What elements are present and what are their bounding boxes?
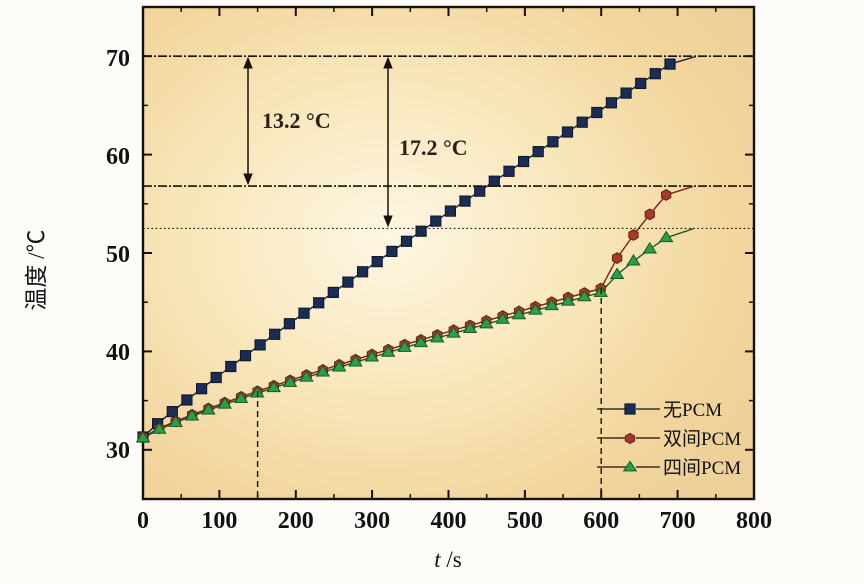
- svg-text:70: 70: [106, 46, 130, 72]
- svg-text:400: 400: [431, 508, 467, 534]
- svg-text:17.2 °C: 17.2 °C: [399, 135, 468, 160]
- svg-text:0: 0: [137, 508, 149, 534]
- svg-text:200: 200: [278, 508, 314, 534]
- svg-text:t /s: t /s: [434, 547, 462, 572]
- svg-text:60: 60: [106, 144, 130, 170]
- svg-text:500: 500: [507, 508, 543, 534]
- svg-text:30: 30: [106, 438, 130, 464]
- svg-text:13.2 °C: 13.2 °C: [262, 108, 331, 133]
- svg-text:温度 /℃: 温度 /℃: [24, 229, 49, 310]
- svg-text:600: 600: [583, 508, 619, 534]
- svg-text:双间PCM: 双间PCM: [663, 428, 741, 450]
- svg-text:40: 40: [106, 340, 130, 366]
- svg-text:四间PCM: 四间PCM: [663, 457, 741, 479]
- svg-text:700: 700: [660, 508, 696, 534]
- svg-text:50: 50: [106, 242, 130, 268]
- svg-text:800: 800: [736, 508, 772, 534]
- svg-text:300: 300: [354, 508, 390, 534]
- svg-text:100: 100: [201, 508, 237, 534]
- svg-text:无PCM: 无PCM: [663, 400, 722, 421]
